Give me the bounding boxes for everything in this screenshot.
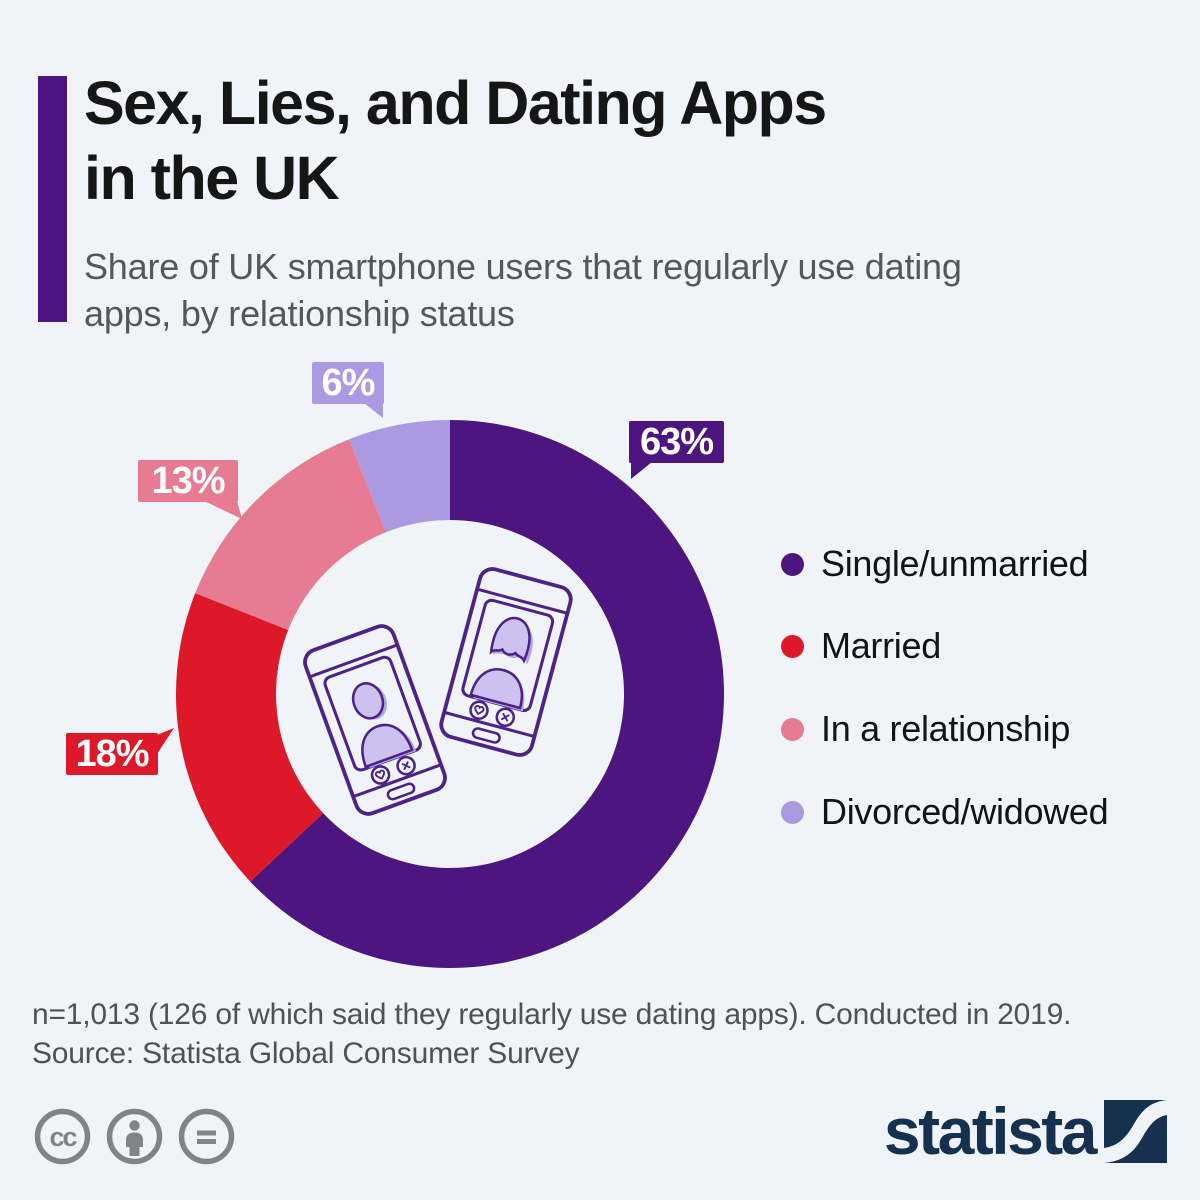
statista-wordmark: statista	[883, 1094, 1098, 1168]
donut-segments	[176, 420, 724, 968]
callout-tail	[364, 403, 383, 418]
legend-dot	[781, 717, 804, 741]
phones-illustration	[303, 567, 573, 816]
subtitle-line1: Share of UK smartphone users that regula…	[84, 246, 962, 287]
phone-right-icon	[439, 567, 573, 757]
data-label-married: 18%	[66, 728, 174, 775]
callout-tail	[157, 728, 174, 754]
donut-chart-area	[176, 420, 724, 968]
donut-segment-married	[176, 593, 324, 882]
license-icons: cc	[34, 1108, 235, 1165]
subtitle-line2: apps, by relationship status	[84, 293, 515, 334]
cc-by-icon	[106, 1108, 163, 1165]
page-title-line1: Sex, Lies, and Dating Apps	[84, 69, 827, 137]
donut-segment-divorced-widowed	[349, 420, 450, 533]
cc-nd-icon	[178, 1108, 235, 1165]
data-label-in-a-relationship: 13%	[138, 460, 242, 519]
statista-logo-icon	[1104, 1100, 1167, 1163]
legend-label: Single/unmarried	[821, 543, 1089, 584]
legend-dot	[781, 634, 804, 658]
cc-icon: cc	[34, 1108, 91, 1165]
legend-item-married: Married	[781, 625, 941, 666]
donut-chart	[176, 420, 724, 968]
data-label-divorced-widowed: 6%	[312, 362, 384, 418]
legend-label: Married	[821, 625, 941, 666]
data-label-value: 6%	[321, 362, 376, 404]
data-label-value: 63%	[639, 421, 714, 463]
svg-text:cc: cc	[49, 1122, 77, 1152]
footnote: n=1,013 (126 of which said they regularl…	[32, 995, 1071, 1073]
legend-item-divorced-widowed: Divorced/widowed	[781, 791, 1109, 832]
footnote-source: Source: Statista Global Consumer Survey	[32, 1037, 580, 1070]
subtitle: Share of UK smartphone users that regula…	[84, 243, 962, 337]
data-label-single-unmarried: 63%	[629, 421, 724, 479]
page-title-line2: in the UK	[84, 144, 340, 212]
data-label-value: 18%	[75, 733, 149, 775]
footnote-line1: n=1,013 (126 of which said they regularl…	[32, 998, 1072, 1031]
callout-tail	[631, 462, 652, 479]
donut-segment-in-a-relationship	[195, 439, 386, 630]
callout-tail	[204, 501, 242, 519]
legend-label: Divorced/widowed	[821, 791, 1109, 832]
data-label-value: 13%	[151, 460, 225, 502]
legend-dot	[781, 800, 804, 824]
donut-segment-single-unmarried	[250, 420, 724, 968]
title-accent-bar	[38, 76, 67, 322]
legend-label: In a relationship	[821, 708, 1071, 749]
phone-left-icon	[303, 624, 447, 816]
legend-item-in-a-relationship: In a relationship	[781, 708, 1071, 749]
page-title: Sex, Lies, and Dating Apps in the UK	[84, 66, 827, 216]
statista-logo: statista	[883, 1094, 1167, 1168]
legend-item-single-unmarried: Single/unmarried	[781, 543, 1089, 584]
legend-dot	[781, 552, 804, 576]
